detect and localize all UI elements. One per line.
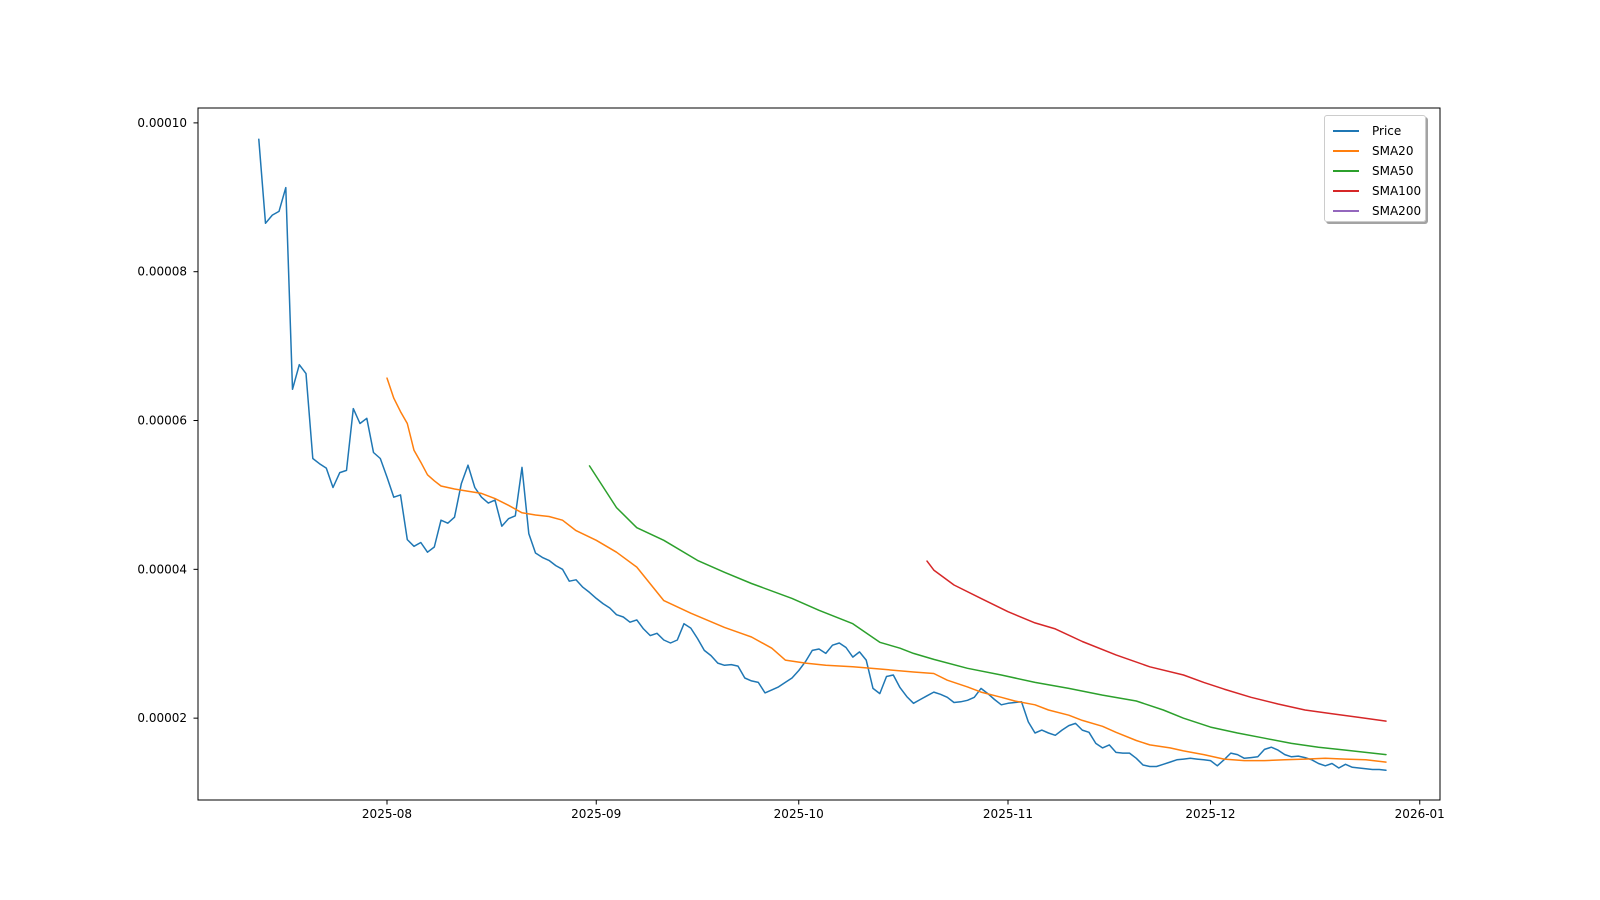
y-axis-tick-label: 0.00006 (137, 414, 187, 428)
x-axis-tick-label: 2025-10 (774, 807, 824, 821)
legend-item-sma50: SMA50 (1325, 161, 1425, 181)
legend-item-sma20: SMA20 (1325, 141, 1425, 161)
y-axis-tick-label: 0.00008 (137, 265, 187, 279)
plot-frame (197, 107, 1441, 801)
legend-label: SMA200 (1372, 204, 1422, 218)
y-axis-tick-label: 0.00010 (137, 116, 187, 130)
sma50-line-sample-icon (1333, 170, 1359, 172)
price-line-sample-icon (1333, 130, 1359, 132)
legend-item-price: Price (1325, 121, 1425, 141)
legend-label: SMA50 (1372, 164, 1414, 178)
x-axis-tick-label: 2025-11 (983, 807, 1033, 821)
legend: Price SMA20 SMA50 SMA100 SMA200 (1324, 115, 1426, 222)
legend-label: SMA100 (1372, 184, 1422, 198)
sma20-line-sample-icon (1333, 150, 1359, 152)
series-line-sma50 (588, 465, 1387, 756)
sma200-line-sample-icon (1333, 210, 1359, 212)
x-axis-tick-label: 2025-09 (571, 807, 621, 821)
legend-item-sma200: SMA200 (1325, 201, 1425, 221)
legend-label: SMA20 (1372, 144, 1414, 158)
series-line-sma20 (386, 377, 1387, 763)
x-axis-tick-label: 2026-01 (1395, 807, 1445, 821)
sma100-line-sample-icon (1333, 190, 1359, 192)
x-axis-tick-label: 2025-12 (1185, 807, 1235, 821)
series-line-sma100 (926, 560, 1387, 722)
x-axis-tick-label: 2025-08 (362, 807, 412, 821)
series-line-price (258, 138, 1387, 771)
legend-label: Price (1372, 124, 1402, 138)
y-axis-tick-label: 0.00002 (137, 711, 187, 725)
legend-item-sma100: SMA100 (1325, 181, 1425, 201)
y-axis-tick-label: 0.00004 (137, 562, 187, 576)
